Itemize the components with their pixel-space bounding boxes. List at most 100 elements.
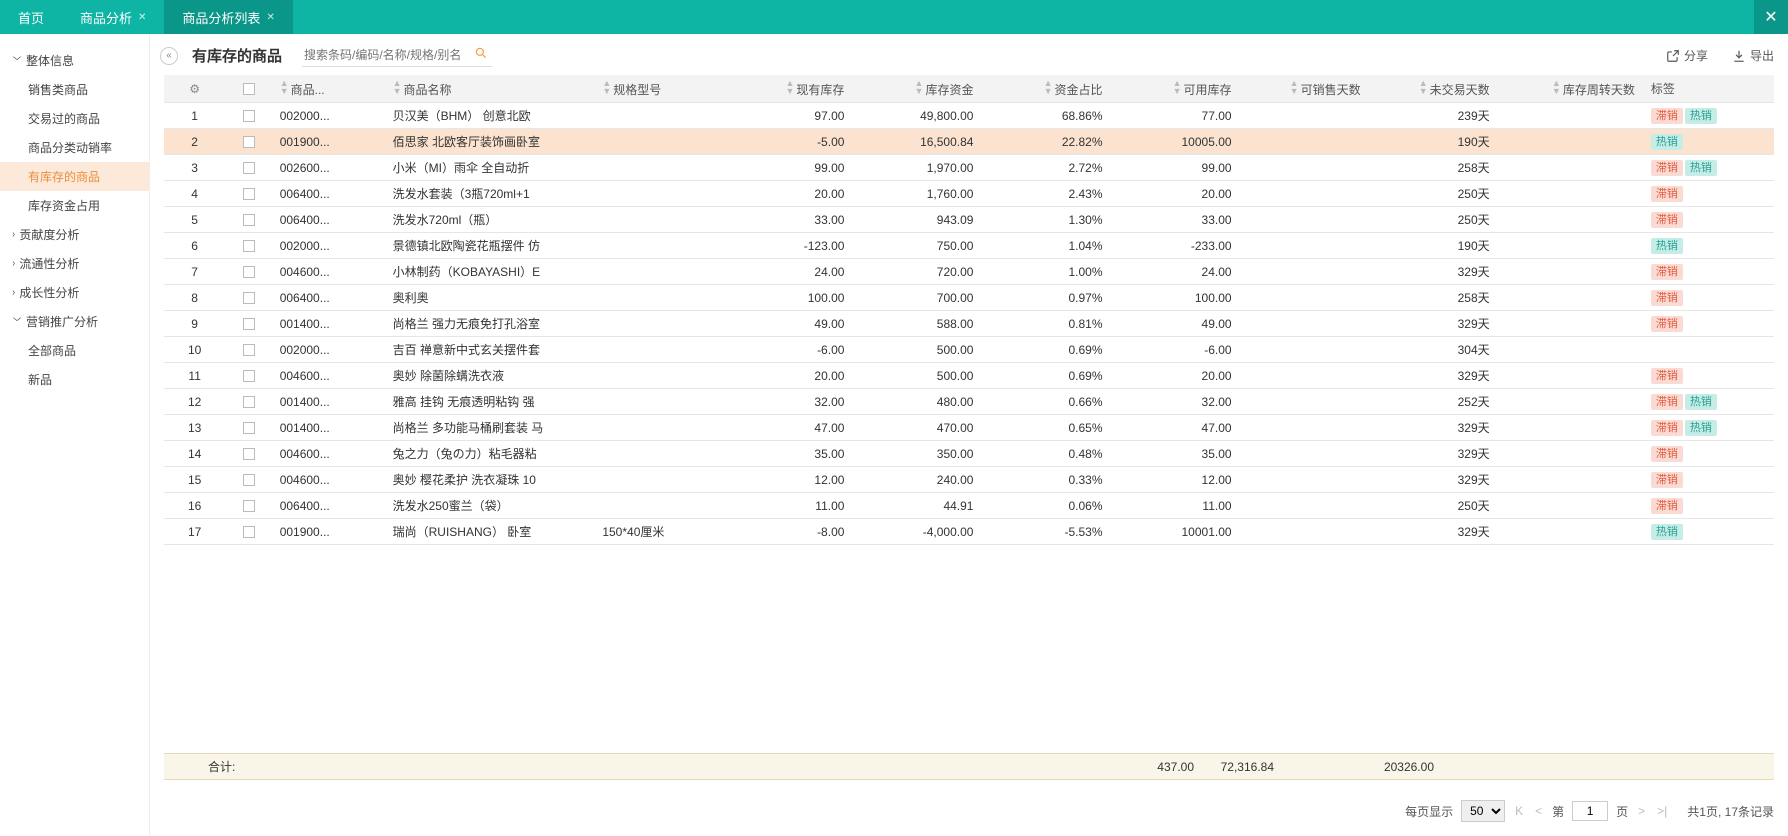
cell-tags: 滞销 <box>1645 259 1774 285</box>
col-spec[interactable]: ▲▼规格型号 <box>596 75 725 103</box>
search-icon[interactable] <box>474 46 488 63</box>
next-page-button[interactable]: > <box>1636 804 1647 818</box>
cell-pct: 0.06% <box>983 493 1112 519</box>
sidebar-item[interactable]: 库存资金占用 <box>0 191 149 220</box>
sidebar-group[interactable]: ﹀整体信息 <box>0 46 149 75</box>
cell-notrade: 258天 <box>1371 285 1500 311</box>
table-row[interactable]: 1002000...贝汉美（BHM） 创意北欧97.0049,800.0068.… <box>164 103 1774 129</box>
sidebar-item[interactable]: 交易过的商品 <box>0 104 149 133</box>
row-checkbox[interactable] <box>243 344 255 356</box>
row-checkbox[interactable] <box>243 370 255 382</box>
table-row[interactable]: 16006400...洗发水250蜜兰（袋）11.0044.910.06%11.… <box>164 493 1774 519</box>
cell-stock: 11.00 <box>725 493 854 519</box>
search-input[interactable] <box>302 44 492 67</box>
first-page-button[interactable]: K <box>1513 804 1525 818</box>
col-avail[interactable]: ▲▼可用库存 <box>1113 75 1242 103</box>
row-checkbox[interactable] <box>243 162 255 174</box>
cell-spec <box>596 181 725 207</box>
table-row[interactable]: 5006400...洗发水720ml（瓶）33.00943.091.30%33.… <box>164 207 1774 233</box>
tag: 滞销 <box>1651 264 1683 280</box>
col-name[interactable]: ▲▼商品名称 <box>387 75 597 103</box>
row-checkbox[interactable] <box>243 110 255 122</box>
row-checkbox[interactable] <box>243 136 255 148</box>
page-input[interactable] <box>1572 801 1608 821</box>
row-checkbox[interactable] <box>243 396 255 408</box>
table-row[interactable]: 7004600...小林制药（KOBAYASHI）E24.00720.001.0… <box>164 259 1774 285</box>
last-page-button[interactable]: >| <box>1655 804 1669 818</box>
table-row[interactable]: 6002000...景德镇北欧陶瓷花瓶摆件 仿-123.00750.001.04… <box>164 233 1774 259</box>
tag: 滞销 <box>1651 290 1683 306</box>
per-page-select[interactable]: 50 <box>1461 800 1505 822</box>
sidebar-item[interactable]: 销售类商品 <box>0 75 149 104</box>
table-row[interactable]: 2001900...佰思家 北欧客厅装饰画卧室-5.0016,500.8422.… <box>164 129 1774 155</box>
row-checkbox[interactable] <box>243 292 255 304</box>
cell-avail: 10001.00 <box>1113 519 1242 545</box>
cell-selldays <box>1242 337 1371 363</box>
col-code[interactable]: ▲▼商品... <box>274 75 387 103</box>
table-row[interactable]: 12001400...雅高 挂钩 无痕透明粘钩 强32.00480.000.66… <box>164 389 1774 415</box>
cell-selldays <box>1242 389 1371 415</box>
cell-tags: 滞销 <box>1645 181 1774 207</box>
collapse-sidebar-button[interactable]: « <box>160 47 178 65</box>
row-checkbox[interactable] <box>243 188 255 200</box>
tab-商品分析[interactable]: 商品分析✕ <box>62 0 164 34</box>
export-button[interactable]: 导出 <box>1732 47 1774 64</box>
cell-spec <box>596 103 725 129</box>
share-button[interactable]: 分享 <box>1666 47 1708 64</box>
tab-首页[interactable]: 首页 <box>0 0 62 34</box>
select-all-checkbox[interactable] <box>243 83 255 95</box>
table-row[interactable]: 8006400...奥利奥100.00700.000.97%100.00258天… <box>164 285 1774 311</box>
table-row[interactable]: 4006400...洗发水套装（3瓶720ml+120.001,760.002.… <box>164 181 1774 207</box>
tab-商品分析列表[interactable]: 商品分析列表✕ <box>164 0 292 34</box>
sidebar-group[interactable]: ﹀营销推广分析 <box>0 307 149 336</box>
sidebar-item[interactable]: 商品分类动销率 <box>0 133 149 162</box>
tab-close-icon[interactable]: ✕ <box>266 12 274 23</box>
table-row[interactable]: 10002000...吉百 禅意新中式玄关摆件套-6.00500.000.69%… <box>164 337 1774 363</box>
close-all-tabs-button[interactable]: ✕ <box>1754 0 1788 34</box>
sidebar-group[interactable]: ›贡献度分析 <box>0 220 149 249</box>
table-row[interactable]: 15004600...奥妙 樱花柔护 洗衣凝珠 1012.00240.000.3… <box>164 467 1774 493</box>
sidebar-item[interactable]: 新品 <box>0 365 149 394</box>
row-checkbox[interactable] <box>243 266 255 278</box>
col-pct[interactable]: ▲▼资金占比 <box>983 75 1112 103</box>
cell-name: 吉百 禅意新中式玄关摆件套 <box>387 337 597 363</box>
row-checkbox[interactable] <box>243 500 255 512</box>
row-checkbox[interactable] <box>243 474 255 486</box>
table-row[interactable]: 13001400...尚格兰 多功能马桶刷套装 马47.00470.000.65… <box>164 415 1774 441</box>
cell-tags: 滞销 <box>1645 441 1774 467</box>
cell-amount: -4,000.00 <box>854 519 983 545</box>
col-notrade[interactable]: ▲▼未交易天数 <box>1371 75 1500 103</box>
cell-stock: 12.00 <box>725 467 854 493</box>
prev-page-button[interactable]: < <box>1533 804 1544 818</box>
table-row[interactable]: 3002600...小米（MI）雨伞 全自动折99.001,970.002.72… <box>164 155 1774 181</box>
cell-pct: 2.72% <box>983 155 1112 181</box>
cell-code: 006400... <box>274 285 387 311</box>
row-checkbox[interactable] <box>243 214 255 226</box>
cell-pct: 68.86% <box>983 103 1112 129</box>
sidebar-group[interactable]: ›成长性分析 <box>0 278 149 307</box>
gear-icon[interactable]: ⚙ <box>189 82 200 96</box>
cell-turnover <box>1500 259 1645 285</box>
table-row[interactable]: 17001900...瑞尚（RUISHANG） 卧室150*40厘米-8.00-… <box>164 519 1774 545</box>
row-checkbox[interactable] <box>243 422 255 434</box>
row-checkbox[interactable] <box>243 318 255 330</box>
row-index: 7 <box>164 259 225 285</box>
cell-tags: 热销 <box>1645 233 1774 259</box>
table-row[interactable]: 14004600...兔之力（兔の力）粘毛器粘35.00350.000.48%3… <box>164 441 1774 467</box>
col-selldays[interactable]: ▲▼可销售天数 <box>1242 75 1371 103</box>
col-stock[interactable]: ▲▼现有库存 <box>725 75 854 103</box>
row-checkbox[interactable] <box>243 448 255 460</box>
cell-pct: 0.48% <box>983 441 1112 467</box>
table-row[interactable]: 9001400...尚格兰 强力无痕免打孔浴室49.00588.000.81%4… <box>164 311 1774 337</box>
sidebar-group[interactable]: ›流通性分析 <box>0 249 149 278</box>
sidebar-item[interactable]: 全部商品 <box>0 336 149 365</box>
cell-pct: 22.82% <box>983 129 1112 155</box>
tab-close-icon[interactable]: ✕ <box>138 12 146 23</box>
row-checkbox[interactable] <box>243 240 255 252</box>
tag: 热销 <box>1651 134 1683 150</box>
row-checkbox[interactable] <box>243 526 255 538</box>
col-turnover[interactable]: ▲▼库存周转天数 <box>1500 75 1645 103</box>
table-row[interactable]: 11004600...奥妙 除菌除螨洗衣液20.00500.000.69%20.… <box>164 363 1774 389</box>
sidebar-item[interactable]: 有库存的商品 <box>0 162 149 191</box>
col-amount[interactable]: ▲▼库存资金 <box>854 75 983 103</box>
